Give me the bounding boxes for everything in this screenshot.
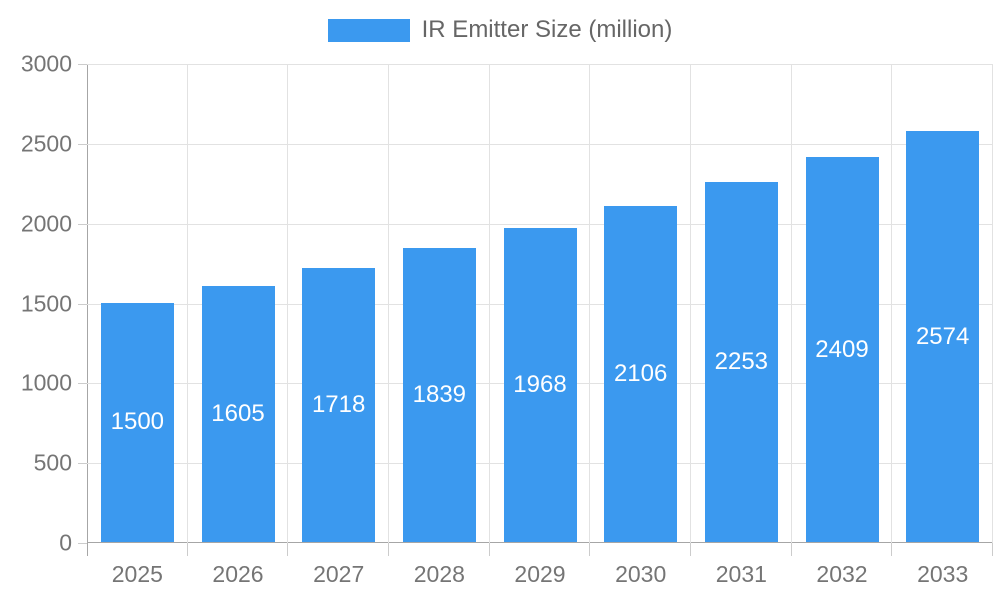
- y-tick: [78, 64, 87, 65]
- bar-value-label: 2574: [915, 322, 970, 350]
- bar[interactable]: 1718: [302, 267, 376, 542]
- bar-value-label: 2253: [714, 348, 769, 376]
- y-axis-label: 0: [59, 529, 72, 556]
- bar[interactable]: 1500: [100, 302, 174, 542]
- bar[interactable]: 2253: [704, 182, 778, 542]
- x-axis-label: 2033: [917, 561, 969, 587]
- v-gridline: [589, 64, 591, 543]
- y-axis-line: [87, 64, 88, 556]
- y-tick: [78, 143, 87, 145]
- x-tick: [790, 543, 792, 556]
- bar-value-label: 2106: [613, 359, 668, 387]
- x-tick: [388, 543, 389, 556]
- x-axis-label: 2029: [514, 561, 566, 587]
- x-axis-label: 2031: [715, 561, 767, 587]
- x-axis-label: 2030: [615, 561, 667, 587]
- y-axis-label: 3000: [20, 50, 72, 77]
- y-tick: [78, 223, 87, 225]
- plot-area: 1500 1605 1718 1839 1968 2106 2253 2409 2574: [78, 64, 993, 556]
- y-tick: [78, 543, 87, 544]
- x-tick: [690, 543, 691, 556]
- v-gridline: [992, 64, 993, 543]
- bar[interactable]: 2574: [906, 131, 980, 542]
- legend-label: IR Emitter Size (million): [421, 16, 673, 43]
- x-axis-label: 2027: [313, 561, 365, 587]
- bar[interactable]: 2409: [805, 157, 879, 542]
- x-tick: [488, 543, 490, 556]
- bar-value-label: 1968: [513, 370, 567, 398]
- x-axis-line: [87, 542, 993, 543]
- v-gridline: [690, 64, 691, 543]
- x-axis-label: 2026: [212, 561, 264, 587]
- v-gridline: [186, 64, 188, 543]
- v-gridline: [891, 64, 893, 543]
- bar-value-label: 2409: [815, 335, 869, 363]
- x-axis-label: 2025: [111, 561, 163, 587]
- y-axis-label: 500: [33, 449, 72, 476]
- x-tick: [287, 543, 289, 556]
- h-gridline: [87, 143, 993, 145]
- y-axis-label: 1000: [20, 369, 72, 396]
- bar[interactable]: 1605: [201, 285, 275, 542]
- x-tick: [589, 543, 591, 556]
- x-axis-label: 2028: [413, 561, 465, 587]
- y-tick: [78, 383, 87, 385]
- x-axis-label: 2032: [816, 561, 868, 587]
- x-tick: [992, 543, 993, 556]
- bar-value-label: 1718: [311, 390, 366, 418]
- y-axis-label: 2000: [20, 210, 72, 237]
- h-gridline: [87, 223, 993, 225]
- legend[interactable]: IR Emitter Size (million): [0, 17, 1000, 43]
- bar-value-label: 1605: [211, 399, 265, 427]
- bar[interactable]: 2106: [604, 205, 678, 542]
- bar[interactable]: 1839: [402, 248, 476, 542]
- y-axis-label: 1500: [20, 290, 72, 316]
- v-gridline: [388, 64, 389, 543]
- bar-value-label: 1839: [412, 381, 467, 409]
- x-tick: [891, 543, 893, 556]
- y-tick: [78, 303, 87, 305]
- x-tick: [186, 543, 188, 556]
- v-gridline: [287, 64, 289, 543]
- bar-value-label: 1500: [110, 408, 165, 436]
- y-axis-label: 2500: [20, 130, 72, 157]
- h-gridline: [87, 64, 993, 65]
- y-tick: [78, 463, 87, 465]
- v-gridline: [790, 64, 792, 543]
- v-gridline: [488, 64, 490, 543]
- bar[interactable]: 1968: [503, 227, 577, 542]
- legend-swatch: [327, 18, 410, 42]
